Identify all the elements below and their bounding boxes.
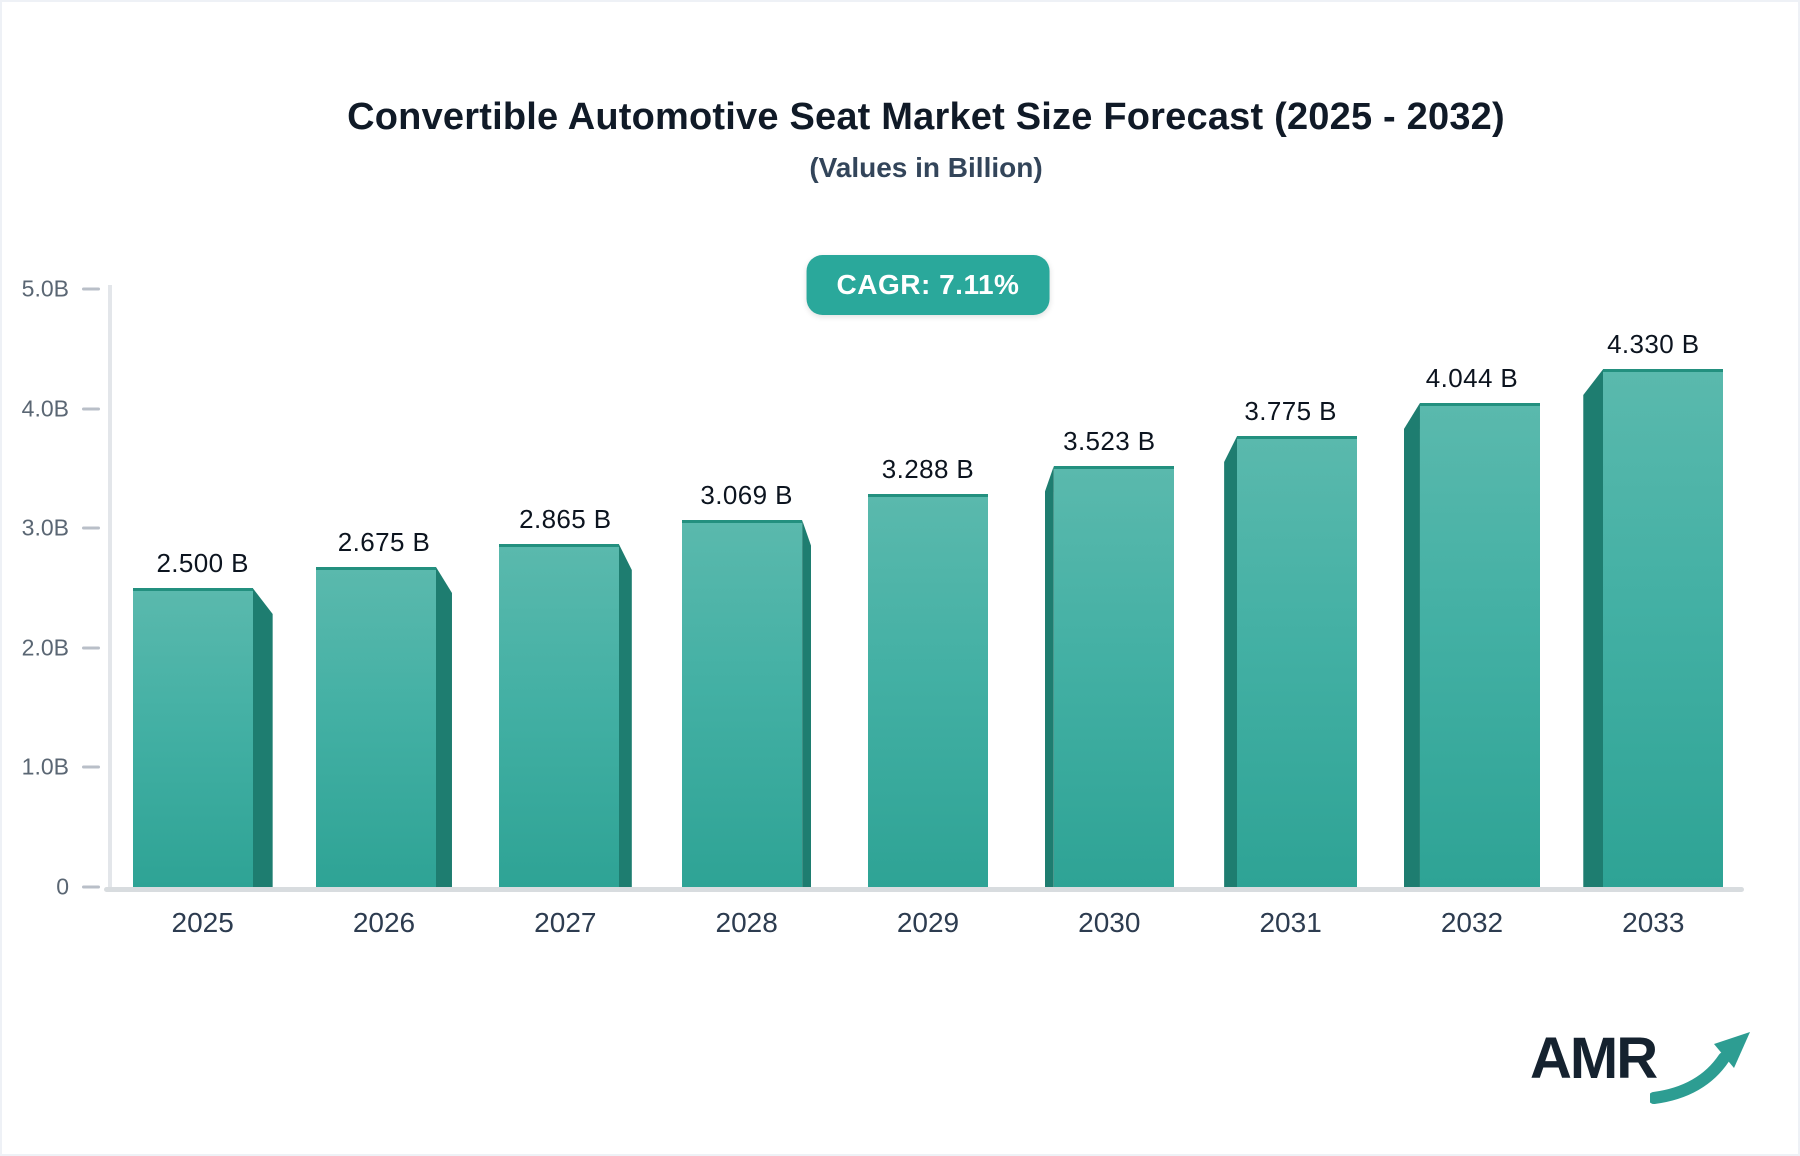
y-tick-0: 0 — [56, 874, 100, 901]
bar-face — [1053, 466, 1174, 887]
y-tick-1.0B: 1.0B — [22, 754, 100, 781]
y-tick-mark — [82, 765, 100, 769]
bar-slot-2032: 4.044 B 2032 — [1381, 289, 1562, 938]
bar-2026 — [315, 567, 452, 887]
bar-side-shade — [1403, 403, 1420, 887]
amr-logo-text: AMR — [1530, 1026, 1658, 1091]
x-axis-label-2026: 2026 — [352, 907, 416, 938]
y-axis-line — [108, 285, 112, 887]
x-axis-label-2027: 2027 — [534, 907, 597, 938]
bar-face — [867, 494, 988, 887]
bar-face — [315, 567, 436, 887]
bar-slot-2025: 2.500 B 2025 — [112, 289, 293, 938]
bar-2033 — [1583, 369, 1724, 887]
y-tick-label: 4.0B — [21, 395, 69, 422]
bar-value-label: 2.675 B — [337, 527, 431, 557]
bar-side-shade — [1224, 436, 1238, 887]
bar-2032 — [1403, 403, 1540, 887]
bar-value-label: 2.500 B — [156, 548, 249, 578]
bar-2027 — [498, 544, 632, 887]
bar-face — [1237, 436, 1358, 887]
bar-value-label: 4.044 B — [1425, 363, 1519, 393]
x-axis-label-2030: 2030 — [1078, 907, 1141, 938]
x-axis-label-2029: 2029 — [896, 907, 960, 938]
bar-value-label: 3.523 B — [1063, 426, 1156, 456]
y-tick-label: 3.0B — [21, 514, 69, 541]
y-tick-2.0B: 2.0B — [22, 634, 100, 661]
bar-2029 — [867, 494, 988, 887]
bar-2031 — [1224, 436, 1358, 887]
bar-slot-2033: 4.330 B 2033 — [1563, 289, 1744, 938]
bar-face — [1419, 403, 1540, 887]
y-tick-label: 2.0B — [21, 634, 69, 661]
y-tick-mark — [82, 646, 100, 650]
bar-value-label: 3.288 B — [881, 454, 975, 484]
y-tick-label: 5.0B — [21, 275, 69, 302]
x-axis-label-2033: 2033 — [1622, 907, 1685, 938]
x-axis-line — [104, 887, 1744, 892]
y-tick-mark — [82, 526, 100, 530]
y-tick-5.0B: 5.0B — [22, 276, 100, 303]
y-tick-3.0B: 3.0B — [22, 515, 100, 542]
bar-face — [132, 588, 253, 887]
bar-series: 2.500 B 2025 2.675 B 2026 2.865 B 2027 3.069 B… — [112, 289, 1744, 938]
y-tick-label: 1.0B — [21, 753, 69, 780]
x-axis-label-2025: 2025 — [171, 907, 234, 938]
bar-side-shade — [1044, 466, 1054, 887]
x-axis-label-2028: 2028 — [715, 907, 778, 938]
growth-arrow-icon — [1650, 1032, 1751, 1104]
bar-slot-2031: 3.775 B 2031 — [1200, 289, 1381, 938]
bar-value-label: 3.775 B — [1244, 396, 1337, 426]
amr-logo: AMR — [1530, 1030, 1770, 1108]
bar-value-label: 3.069 B — [700, 480, 793, 510]
x-axis-label-2032: 2032 — [1440, 907, 1504, 938]
bar-2030 — [1044, 466, 1174, 887]
bar-face — [682, 520, 803, 887]
cagr-badge: CAGR: 7.11% — [806, 255, 1050, 315]
bar-face — [498, 544, 619, 887]
bar-side-shade — [435, 567, 452, 887]
bar-value-label: 4.330 B — [1607, 329, 1700, 359]
bar-2028 — [682, 520, 812, 887]
y-tick-mark — [82, 407, 100, 411]
y-tick-label: 0 — [56, 873, 69, 900]
plot-area: 5.0B 4.0B 3.0B 2.0B 1.0B 0 2.500 B 2025 2.675 B… — [22, 276, 1744, 938]
bar-slot-2027: 2.865 B 2027 — [475, 289, 656, 938]
y-tick-4.0B: 4.0B — [22, 395, 100, 422]
chart-subtitle: (Values in Billion) — [809, 152, 1043, 183]
y-tick-mark — [82, 885, 100, 889]
bar-slot-2030: 3.523 B 2030 — [1019, 289, 1200, 938]
y-tick-mark — [82, 287, 100, 291]
bar-slot-2029: 3.288 B 2029 — [837, 289, 1018, 938]
bar-2025 — [132, 588, 273, 887]
bar-slot-2026: 2.675 B 2026 — [293, 289, 474, 938]
bar-side-shade — [1583, 369, 1604, 887]
bar-face — [1603, 369, 1724, 887]
bar-side-shade — [252, 588, 273, 887]
bar-slot-2028: 3.069 B 2028 — [656, 289, 837, 938]
bar-side-shade — [618, 544, 632, 887]
chart-title: Convertible Automotive Seat Market Size … — [347, 96, 1505, 138]
bar-side-shade — [802, 520, 812, 887]
bar-value-label: 2.865 B — [519, 504, 612, 534]
x-axis-label-2031: 2031 — [1259, 907, 1322, 938]
